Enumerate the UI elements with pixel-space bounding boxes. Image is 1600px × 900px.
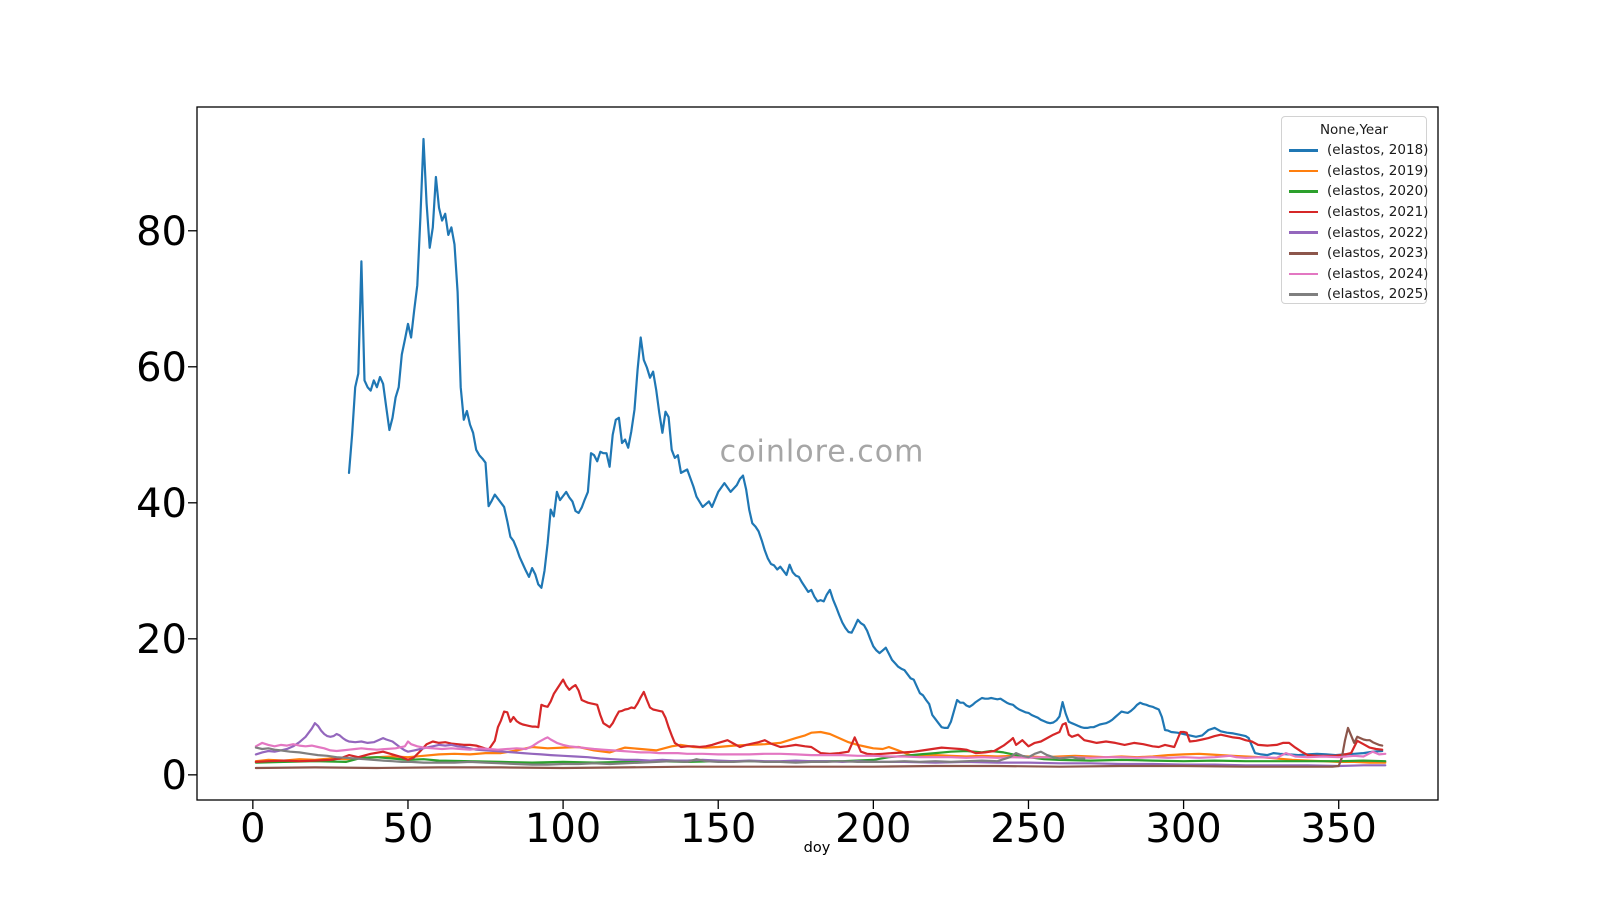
legend-swatch [1289,231,1318,234]
legend-swatch [1289,293,1318,296]
legend-item-label: (elastos, 2021) [1327,204,1429,221]
x-tick-label: 300 [1145,806,1221,852]
legend-item: (elastos, 2020) [1282,181,1429,202]
legend-item-label: (elastos, 2019) [1327,162,1429,179]
x-tick-label: 0 [240,806,265,852]
legend-swatch [1289,251,1318,255]
legend-swatch [1289,210,1318,214]
y-tick-label: 40 [136,481,187,527]
x-tick-label: 150 [680,806,756,852]
series-line [254,749,1387,764]
legend-item-label: (elastos, 2023) [1327,245,1429,262]
axes-frame [196,106,1439,801]
legend-item-label: (elastos, 2025) [1327,286,1429,303]
series-line [254,746,1086,766]
legend-title: None,Year [1319,122,1389,138]
x-tick-label: 200 [835,806,911,852]
y-tick-label: 60 [136,345,187,391]
legend-swatch [1289,149,1318,152]
legend-item-label: (elastos, 2022) [1327,224,1429,241]
y-tick-label: 80 [136,209,187,255]
legend-swatch [1289,190,1318,193]
watermark: coinlore.com [719,434,925,470]
series-line [254,736,1387,759]
legend-item: (elastos, 2023) [1282,243,1429,264]
y-tick-label: 0 [162,753,187,799]
series-line [347,137,1384,757]
legend-item-label: (elastos, 2024) [1327,265,1429,282]
legend-item-label: (elastos, 2020) [1327,183,1429,200]
legend-item: (elastos, 2018) [1282,140,1429,161]
legend-item: (elastos, 2019) [1282,161,1429,182]
x-tick-label: 100 [525,806,601,852]
legend-item: (elastos, 2024) [1282,264,1429,285]
series-line [254,678,1384,763]
y-tick-label: 20 [136,617,187,663]
series-line [254,726,1384,770]
x-tick-label: 350 [1301,806,1377,852]
legend: None,Year (elastos, 2018) (elastos, 2019)… [1281,116,1429,305]
x-axis-label: doy [803,840,831,856]
series-line [254,730,1387,764]
legend-swatch [1289,169,1318,173]
x-tick-label: 50 [383,806,434,852]
legend-item: (elastos, 2025) [1282,284,1429,305]
legend-item-label: (elastos, 2018) [1327,142,1429,159]
legend-item: (elastos, 2022) [1282,222,1429,243]
x-tick-label: 250 [990,806,1066,852]
legend-items: (elastos, 2018) (elastos, 2019) (elastos, … [1282,140,1429,305]
legend-item: (elastos, 2021) [1282,202,1429,223]
legend-swatch [1289,272,1318,276]
